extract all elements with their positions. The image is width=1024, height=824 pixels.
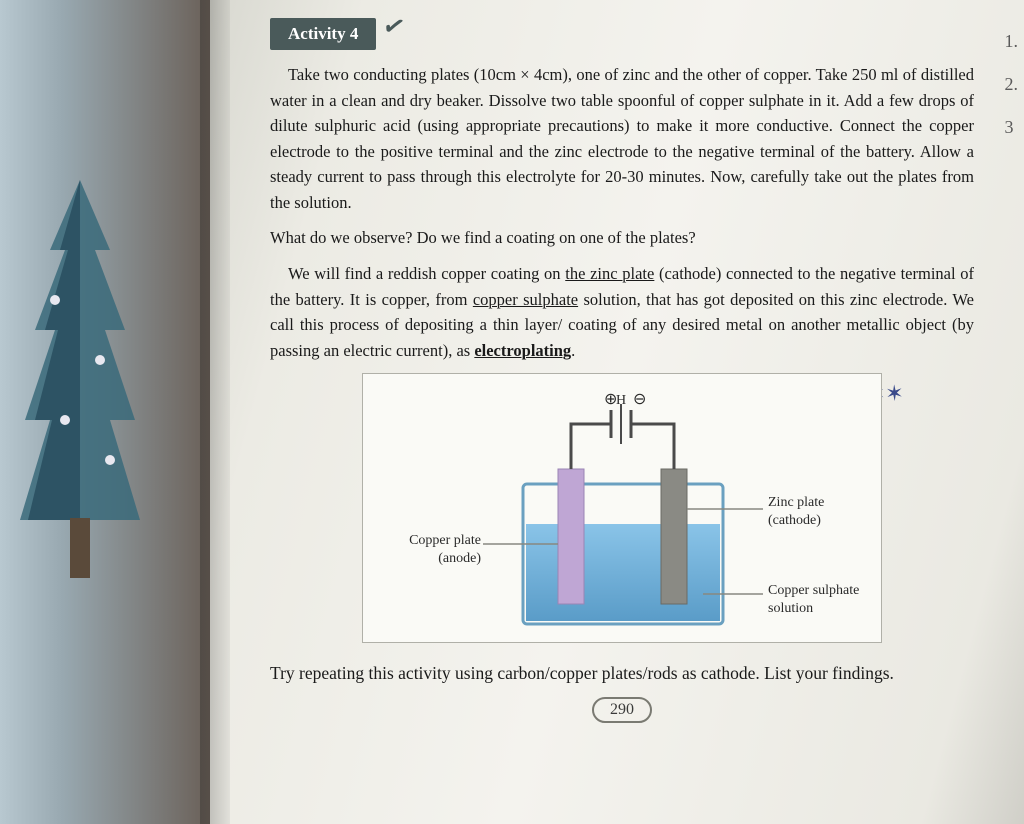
text-run: . [571, 341, 575, 360]
tree-decoration [10, 160, 150, 620]
margin-num: 3 [1005, 106, 1019, 149]
circuit-wires [571, 404, 674, 469]
label-text: Zinc plate [768, 495, 824, 510]
underlined-copper-sulphate: copper sulphate [473, 290, 578, 309]
checkmark-annotation: ✓ [379, 10, 408, 45]
next-page-margin-numbers: 1. 2. 3 [1005, 20, 1019, 150]
label-text: (anode) [438, 551, 481, 566]
try-this-paragraph: Try repeating this activity using carbon… [270, 659, 974, 689]
activity-heading-text: Activity 4 [288, 24, 358, 43]
activity-heading-tab: Activity 4 ✓ [270, 18, 376, 50]
label-solution: Copper sulphate solution [768, 582, 859, 617]
label-text: Copper plate [409, 533, 481, 548]
zinc-plate [661, 469, 687, 604]
page-number-container: 290 [270, 697, 974, 723]
underlined-zinc-plate: the zinc plate [565, 264, 654, 283]
copper-plate [558, 469, 584, 604]
solution-fill [526, 524, 720, 621]
label-text: (cathode) [768, 513, 821, 528]
label-text: Copper sulphate [768, 583, 859, 598]
battery-minus-symbol: ⊖ [633, 391, 646, 408]
text-run: We will find a reddish copper coating on [288, 264, 565, 283]
observation-question: What do we observe? Do we find a coating… [270, 225, 974, 251]
battery-h-symbol: H [616, 393, 626, 408]
opposite-page-edge [0, 0, 210, 824]
procedure-paragraph: Take two conducting plates (10cm × 4cm),… [270, 62, 974, 215]
electroplating-diagram: ⊕ ⊖ H Copper plate (anode) Zinc plate (c… [362, 373, 882, 643]
label-text: solution [768, 601, 813, 616]
margin-num: 2. [1005, 63, 1019, 106]
page-number: 290 [592, 697, 652, 723]
margin-num: 1. [1005, 20, 1019, 63]
textbook-page: Activity 4 ✓ Take two conducting plates … [210, 0, 1024, 824]
label-zinc-plate: Zinc plate (cathode) [768, 494, 824, 529]
term-electroplating: electroplating [474, 341, 571, 360]
explanation-paragraph: We will find a reddish copper coating on… [270, 261, 974, 363]
label-copper-plate: Copper plate (anode) [393, 532, 481, 567]
